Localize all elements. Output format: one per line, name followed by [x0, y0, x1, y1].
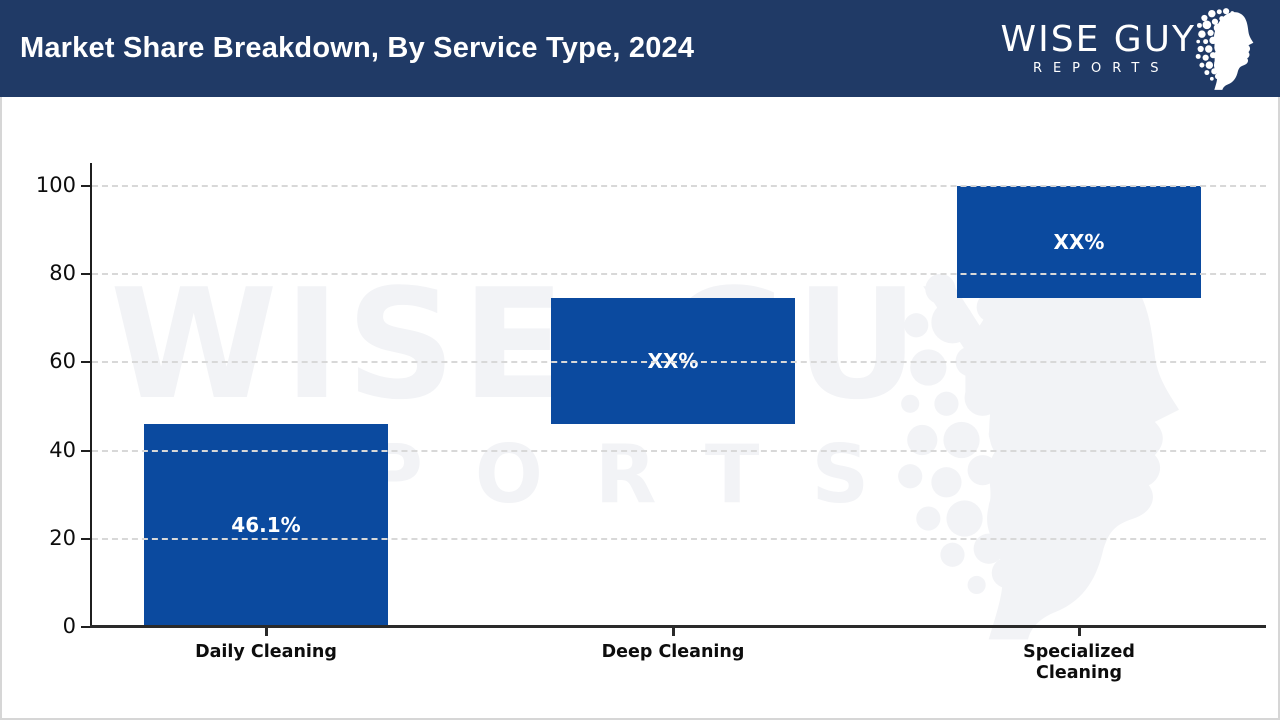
y-tick-label: 60 [49, 349, 76, 374]
y-tick-label: 40 [49, 437, 76, 462]
y-tick-mark [81, 185, 90, 187]
gridline-20 [92, 537, 1266, 540]
bar-3: XX% [957, 186, 1201, 298]
y-tick-mark [81, 449, 90, 452]
bar-value-label: XX% [647, 348, 699, 373]
y-tick-label: 100 [35, 173, 76, 197]
y-tick-mark [81, 626, 90, 628]
gridline-80 [92, 273, 1266, 276]
gridline-60 [92, 361, 1266, 364]
wiseguy-logo: WISE GUY REPORTS [1000, 7, 1255, 90]
logo-wordmark: WISE GUY [1000, 18, 1196, 60]
x-tick-mark [265, 628, 268, 636]
x-tick-mark [672, 628, 675, 636]
wiseguy-face-icon [1195, 7, 1254, 90]
y-tick-label: 80 [49, 261, 76, 286]
x-axis-line [90, 625, 1266, 628]
y-tick-mark [81, 361, 90, 364]
bar-1: 46.1% [144, 423, 388, 627]
x-tick-mark [1078, 628, 1081, 636]
plot-area: 0 20 40 60 80 100 46.1% Daily Cleaning XX% Deep C… [36, 163, 1266, 683]
logo-subtitle: REPORTS [1032, 60, 1170, 76]
x-tick-label: Deep Cleaning [601, 642, 745, 662]
y-tick-label: 0 [62, 614, 76, 638]
bar-2: XX% [551, 298, 795, 424]
header: Market Share Breakdown, By Service Type,… [0, 0, 1280, 97]
y-tick-label: 20 [49, 525, 76, 550]
y-tick-mark [81, 537, 90, 540]
chart-canvas: WISE GUY REPORTS 0 20 40 60 80 100 46.1% Daily … [0, 97, 1280, 720]
page-title: Market Share Breakdown, By Service Type,… [20, 32, 695, 64]
gridline-40 [92, 449, 1266, 452]
bar-value-label: 46.1% [231, 513, 301, 538]
y-axis-line [90, 163, 92, 628]
logo-text: WISE GUY REPORTS [1000, 18, 1197, 76]
gridline-100 [92, 185, 1266, 187]
x-tick-label: Daily Cleaning [195, 642, 337, 662]
x-tick-label: Specialized Cleaning [1023, 642, 1135, 684]
bar-value-label: XX% [1053, 230, 1105, 254]
y-tick-mark [81, 273, 90, 276]
